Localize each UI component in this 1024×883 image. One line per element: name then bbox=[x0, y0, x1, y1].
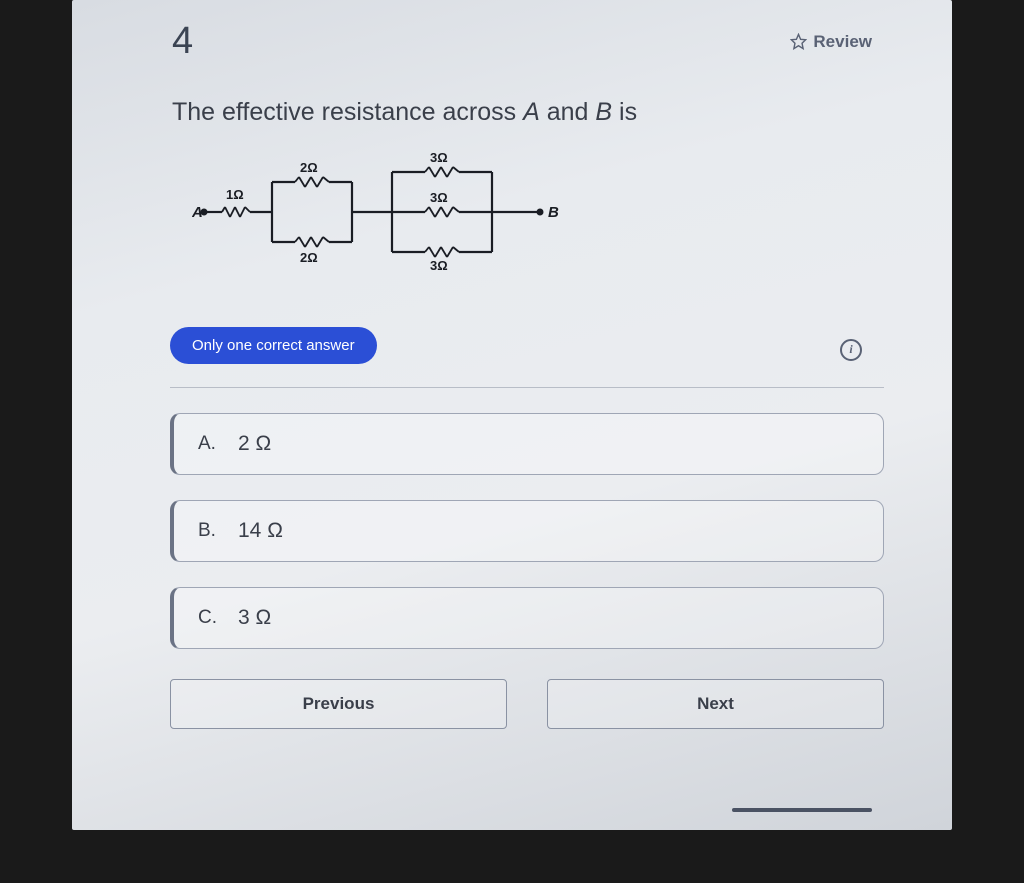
review-button[interactable]: Review bbox=[790, 32, 872, 52]
option-value: 14 Ω bbox=[238, 519, 283, 543]
star-icon bbox=[790, 33, 807, 50]
circuit-diagram: A 1Ω 2Ω bbox=[192, 142, 892, 287]
resistor-r2-top bbox=[295, 177, 329, 187]
info-icon[interactable]: i bbox=[840, 339, 862, 361]
option-a[interactable]: A. 2 Ω bbox=[170, 413, 884, 475]
option-value: 3 Ω bbox=[238, 606, 271, 630]
option-c[interactable]: C. 3 Ω bbox=[170, 587, 884, 649]
r2-top-label: 2Ω bbox=[300, 160, 318, 175]
header-row: 4 Review bbox=[162, 20, 892, 63]
resistor-r3-mid bbox=[425, 207, 459, 217]
option-value: 2 Ω bbox=[238, 432, 271, 456]
nav-row: Previous Next bbox=[162, 679, 892, 729]
resistor-r1 bbox=[222, 207, 250, 217]
divider bbox=[170, 387, 884, 388]
answer-type-pill: Only one correct answer bbox=[170, 327, 377, 364]
next-button[interactable]: Next bbox=[547, 679, 884, 729]
resistor-r3-top bbox=[425, 167, 459, 177]
option-letter: B. bbox=[198, 520, 220, 542]
node-b-label: B bbox=[548, 204, 559, 221]
option-b[interactable]: B. 14 Ω bbox=[170, 500, 884, 562]
info-row: Only one correct answer i bbox=[162, 327, 892, 372]
question-mid: and bbox=[540, 98, 596, 126]
r3-mid-label: 3Ω bbox=[430, 190, 448, 205]
options-list: A. 2 Ω B. 14 Ω C. 3 Ω bbox=[162, 413, 892, 649]
resistor-r2-bottom bbox=[295, 237, 329, 247]
review-label: Review bbox=[813, 32, 872, 52]
resistor-r3-bottom bbox=[425, 247, 459, 257]
quiz-screen: 4 Review The effective resistance across… bbox=[72, 0, 952, 830]
r1-label: 1Ω bbox=[226, 187, 244, 202]
question-var-b: B bbox=[595, 98, 612, 126]
option-letter: C. bbox=[198, 607, 220, 629]
question-text: The effective resistance across A and B … bbox=[172, 98, 892, 127]
r3-top-label: 3Ω bbox=[430, 150, 448, 165]
question-var-a: A bbox=[523, 98, 540, 126]
r3-bottom-label: 3Ω bbox=[430, 258, 448, 273]
previous-button[interactable]: Previous bbox=[170, 679, 507, 729]
option-letter: A. bbox=[198, 433, 220, 455]
home-indicator bbox=[732, 808, 872, 812]
question-number: 4 bbox=[172, 20, 193, 63]
question-suffix: is bbox=[612, 98, 637, 126]
question-prefix: The effective resistance across bbox=[172, 98, 523, 126]
r2-bottom-label: 2Ω bbox=[300, 250, 318, 265]
node-a-label: A bbox=[192, 204, 203, 221]
